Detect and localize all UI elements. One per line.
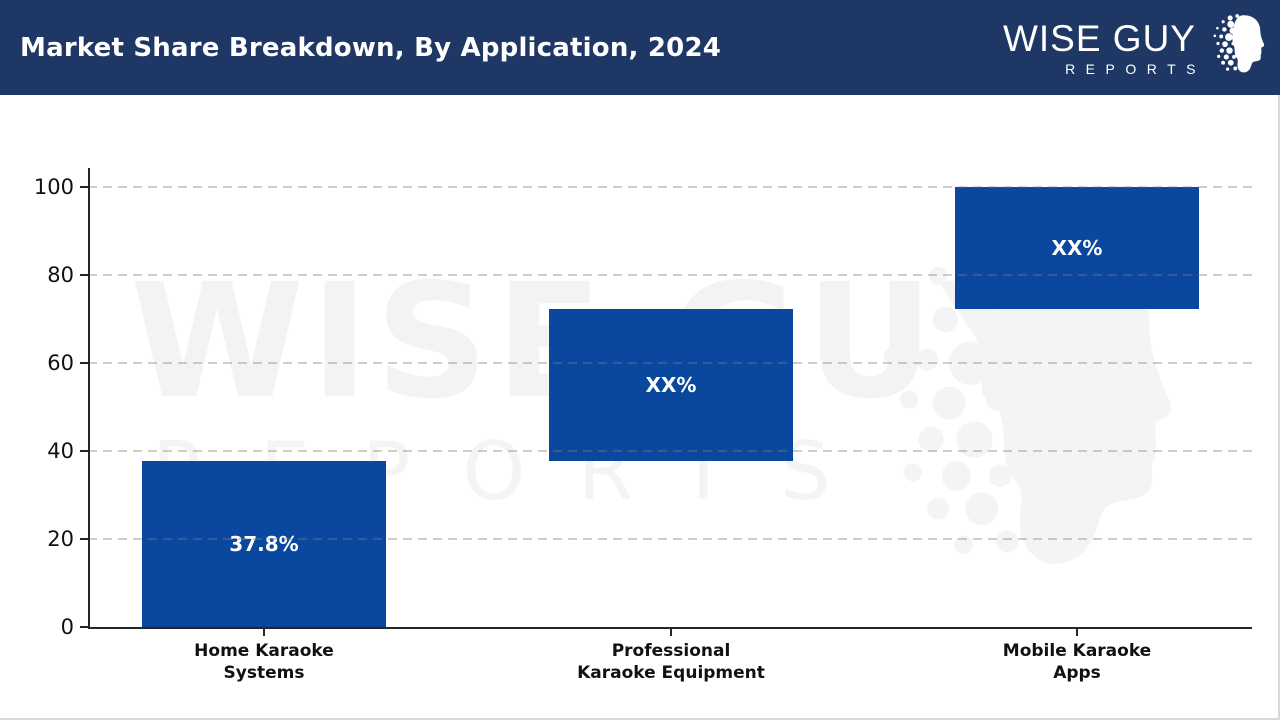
y-tick-label-100: 100 <box>33 175 74 199</box>
brand-wordmark: WISE GUY REPORTS <box>1003 20 1196 76</box>
bar-value-label-1: 37.8% <box>229 531 299 556</box>
x-tick-3 <box>1076 629 1078 636</box>
header: Market Share Breakdown, By Application, … <box>0 0 1280 95</box>
y-axis-line <box>88 168 90 629</box>
y-tick-label-40: 40 <box>47 439 74 463</box>
category-label-1: Home Karaoke Systems <box>194 641 334 683</box>
bar-value-label-2: XX% <box>645 372 697 397</box>
x-tick-1 <box>263 629 265 636</box>
y-tick-60 <box>80 362 88 364</box>
bar-segment-1: 37.8% <box>142 460 386 627</box>
y-tick-label-0: 0 <box>60 615 74 639</box>
gridline-20 <box>88 538 1252 540</box>
y-tick-0 <box>80 626 88 628</box>
category-label-2: Professional Karaoke Equipment <box>577 641 765 683</box>
brand-subtitle: REPORTS <box>1065 60 1206 77</box>
y-tick-label-80: 80 <box>47 263 74 287</box>
chart-canvas: WISE GUY REPORTS 0 20 40 60 80 100 37.8% XX% XX%… <box>0 95 1280 720</box>
gridline-40 <box>88 450 1252 452</box>
bar-segment-3: XX% <box>955 187 1199 309</box>
y-tick-80 <box>80 274 88 276</box>
y-tick-label-60: 60 <box>47 351 74 375</box>
gridline-100 <box>88 186 1252 188</box>
brand-name: WISE GUY <box>1002 17 1196 59</box>
y-tick-40 <box>80 450 88 452</box>
page-title: Market Share Breakdown, By Application, … <box>20 32 722 63</box>
y-tick-100 <box>80 186 88 188</box>
category-label-3: Mobile Karaoke Apps <box>1002 641 1152 683</box>
y-tick-20 <box>80 538 88 540</box>
bar-value-label-3: XX% <box>1051 235 1103 260</box>
gridline-80 <box>88 274 1252 276</box>
gridline-60 <box>88 362 1252 364</box>
x-tick-2 <box>670 629 672 636</box>
bar-segment-2: XX% <box>549 308 793 461</box>
brand-logo: WISE GUY REPORTS <box>1003 10 1266 86</box>
x-axis-line <box>88 627 1252 629</box>
y-tick-label-20: 20 <box>47 527 74 551</box>
